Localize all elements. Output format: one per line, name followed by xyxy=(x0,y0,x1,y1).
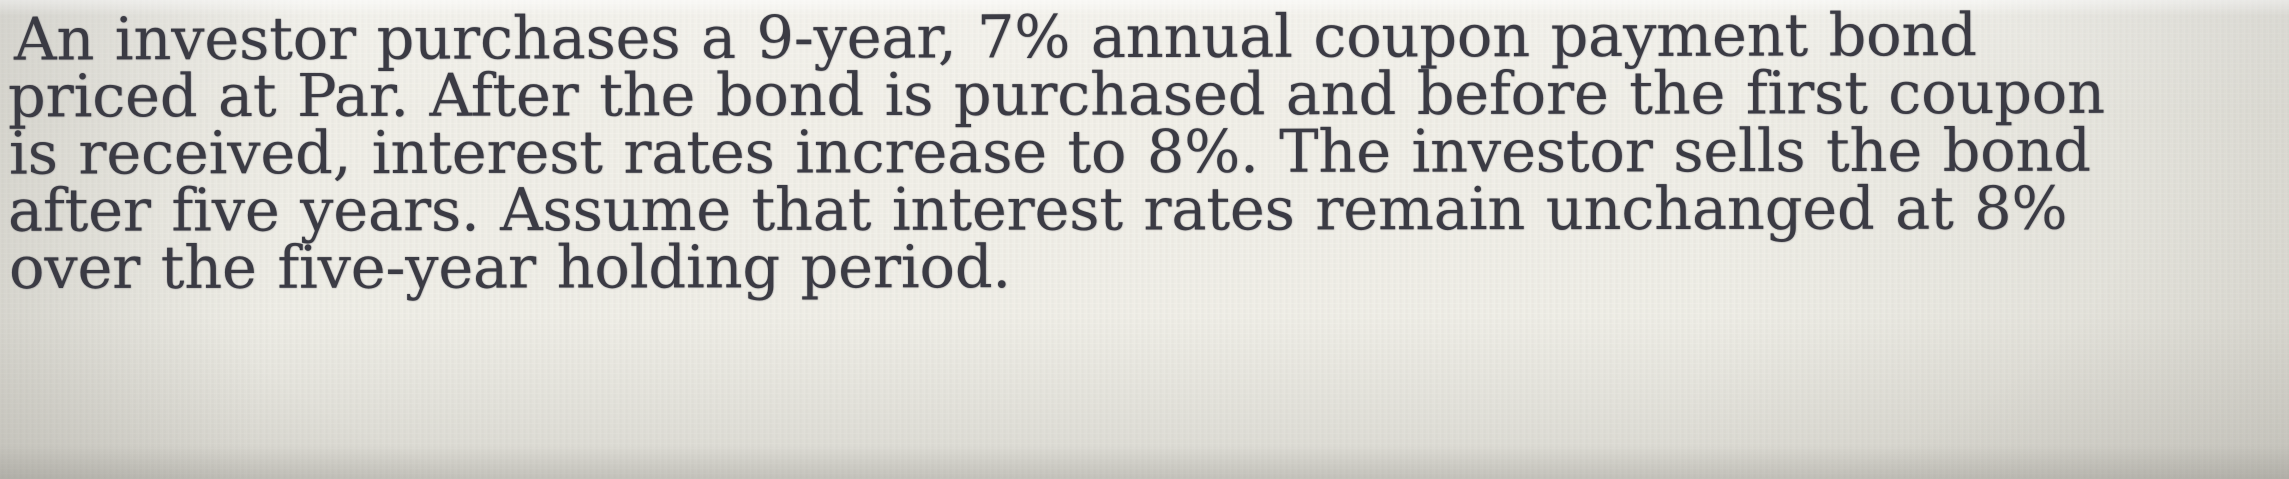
text-line-3: is received, interest rates increase to … xyxy=(8,115,2091,188)
text-line-4: after five years. Assume that interest r… xyxy=(7,173,2068,245)
text-line-5: over the five-year holding period. xyxy=(8,232,1011,302)
problem-statement-paragraph: An investor purchases a 9-year, 7% annua… xyxy=(7,0,2278,302)
